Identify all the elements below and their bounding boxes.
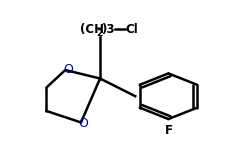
Text: O: O	[79, 117, 89, 130]
Text: Cl: Cl	[126, 23, 138, 36]
Text: (CH: (CH	[80, 23, 104, 36]
Text: O: O	[63, 63, 73, 76]
Text: 2: 2	[96, 29, 102, 38]
Text: )3: )3	[101, 23, 115, 36]
Text: F: F	[164, 125, 173, 138]
